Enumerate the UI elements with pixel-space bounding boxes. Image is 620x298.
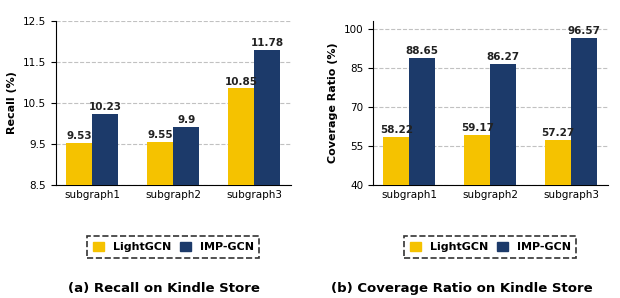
Bar	[66, 142, 92, 298]
Bar	[148, 142, 173, 298]
Text: 59.17: 59.17	[461, 123, 494, 133]
Bar	[409, 58, 435, 289]
Bar	[173, 128, 199, 298]
Y-axis label: Coverage Ratio (%): Coverage Ratio (%)	[328, 43, 338, 163]
Text: 57.27: 57.27	[541, 128, 575, 138]
Text: 11.78: 11.78	[250, 38, 283, 48]
Y-axis label: Recall (%): Recall (%)	[7, 72, 17, 134]
Legend: LightGCN, IMP-GCN: LightGCN, IMP-GCN	[404, 236, 577, 258]
Bar	[464, 135, 490, 289]
Bar	[228, 89, 254, 298]
Text: 58.22: 58.22	[380, 125, 413, 135]
Bar	[92, 114, 118, 298]
Text: 86.27: 86.27	[487, 52, 520, 62]
Bar	[571, 38, 597, 289]
Text: 96.57: 96.57	[567, 26, 601, 36]
Bar	[490, 64, 516, 289]
Text: 9.53: 9.53	[66, 131, 92, 141]
Text: (a) Recall on Kindle Store: (a) Recall on Kindle Store	[68, 282, 260, 295]
Text: 88.65: 88.65	[405, 46, 439, 56]
Legend: LightGCN, IMP-GCN: LightGCN, IMP-GCN	[87, 236, 259, 258]
Bar	[545, 140, 571, 289]
Text: 10.23: 10.23	[89, 102, 122, 112]
Bar	[254, 50, 280, 298]
Text: 9.55: 9.55	[148, 130, 173, 140]
Text: 10.85: 10.85	[224, 77, 258, 86]
Text: (b) Coverage Ratio on Kindle Store: (b) Coverage Ratio on Kindle Store	[331, 282, 593, 295]
Text: 9.9: 9.9	[177, 115, 195, 125]
Bar	[383, 137, 409, 289]
